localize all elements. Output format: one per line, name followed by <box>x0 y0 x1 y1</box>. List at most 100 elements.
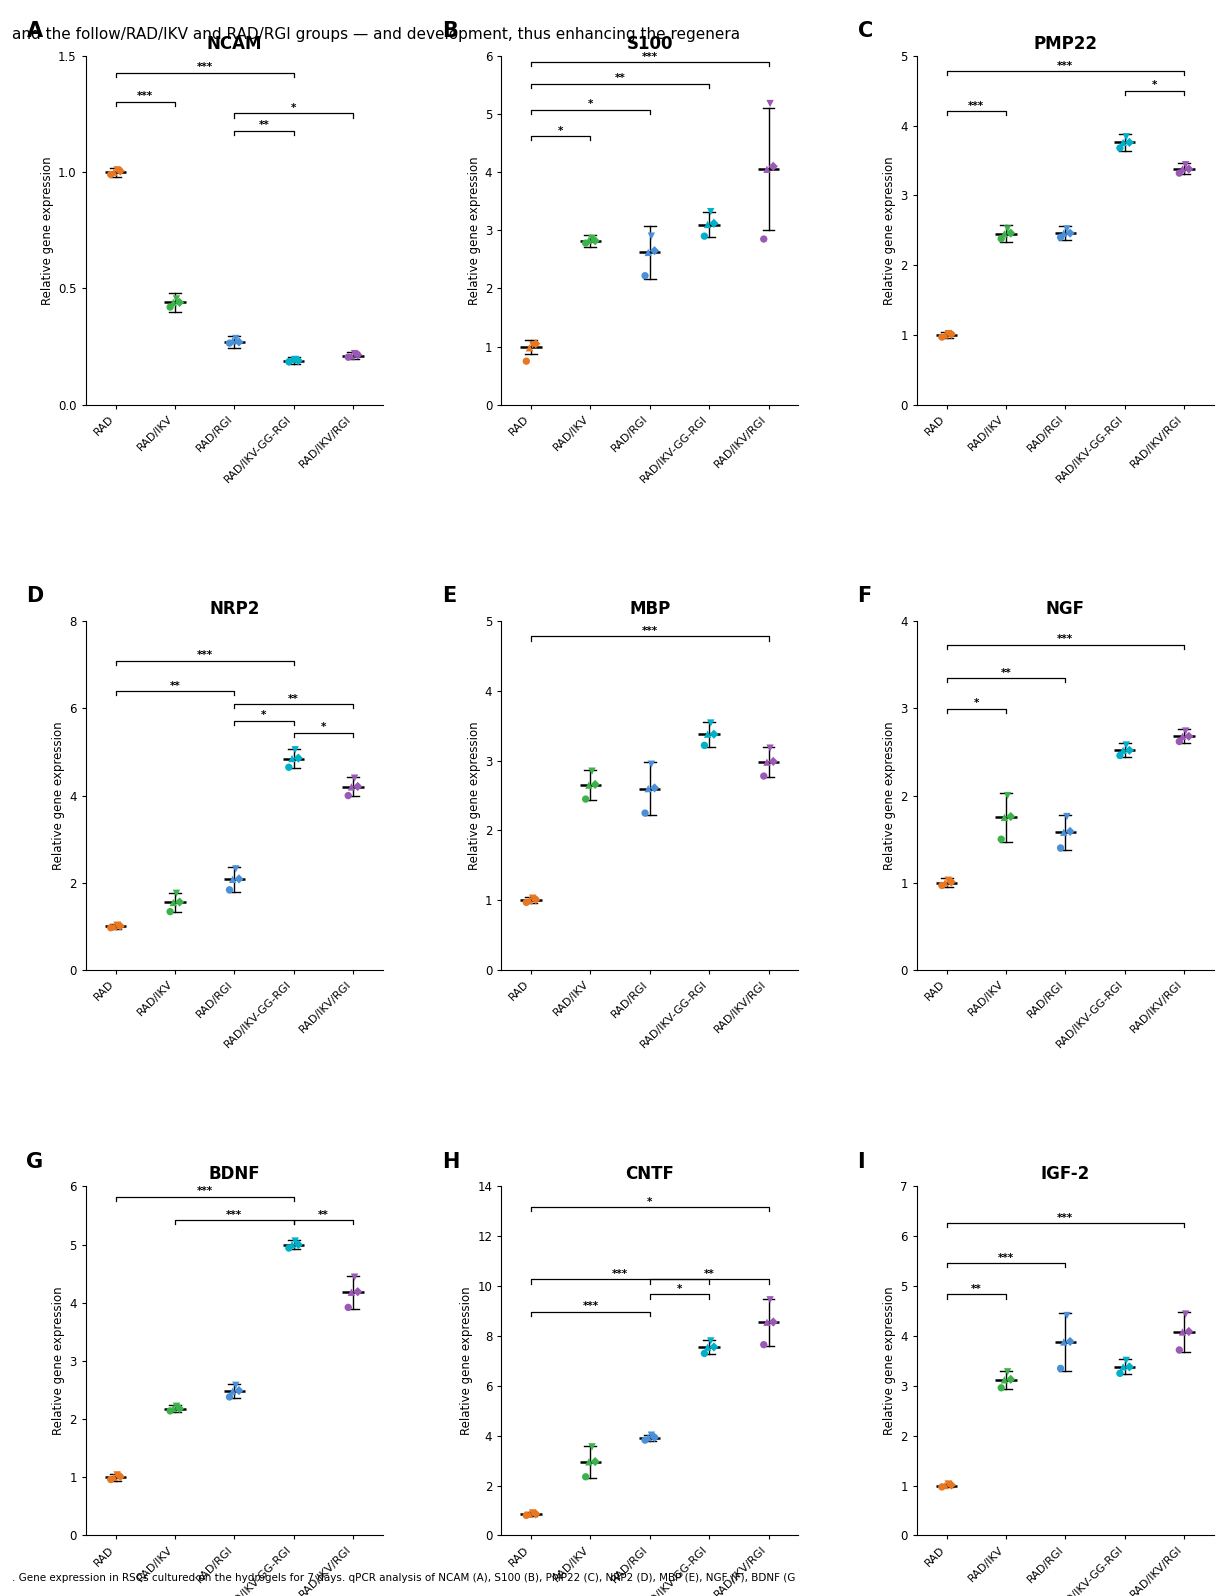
Point <box>345 1264 364 1290</box>
Point <box>695 1341 715 1366</box>
Point <box>101 161 120 187</box>
Point <box>1110 742 1129 768</box>
Point <box>1170 729 1189 755</box>
Text: I: I <box>857 1152 866 1171</box>
Point <box>526 1502 546 1527</box>
Point <box>1179 1318 1199 1344</box>
Point <box>698 1334 717 1360</box>
Text: **: ** <box>704 1269 715 1278</box>
Point <box>1110 136 1129 161</box>
Text: ***: *** <box>226 1210 243 1219</box>
Point <box>994 222 1014 247</box>
Text: ***: *** <box>137 91 153 101</box>
Title: S100: S100 <box>626 35 673 53</box>
Point <box>1054 220 1074 246</box>
Point <box>342 343 362 369</box>
Point <box>1119 1353 1139 1379</box>
Text: *: * <box>587 99 593 110</box>
Point <box>942 1472 961 1497</box>
Text: *: * <box>291 102 297 113</box>
Point <box>101 915 120 940</box>
Point <box>1060 220 1080 246</box>
Point <box>1119 737 1139 763</box>
Text: *: * <box>261 710 266 720</box>
Point <box>576 787 596 812</box>
Y-axis label: Relative gene expression: Relative gene expression <box>883 1286 896 1435</box>
Point <box>286 737 305 763</box>
Point <box>760 1286 780 1312</box>
Point <box>576 1464 596 1489</box>
Point <box>641 752 661 777</box>
Point <box>635 1427 655 1452</box>
Point <box>108 913 128 938</box>
Point <box>1172 723 1192 749</box>
Point <box>639 1425 658 1451</box>
Point <box>704 1334 723 1360</box>
Point <box>163 290 183 316</box>
Text: **: ** <box>1000 667 1011 678</box>
Point <box>520 887 539 913</box>
Point <box>932 873 951 899</box>
Point <box>582 758 602 784</box>
Point <box>576 230 596 255</box>
Point <box>522 886 542 911</box>
Point <box>938 1472 958 1497</box>
Point <box>698 212 717 238</box>
Text: E: E <box>443 586 456 606</box>
Point <box>229 329 249 354</box>
Point <box>1170 160 1189 185</box>
Text: ***: *** <box>1057 61 1074 70</box>
Point <box>942 321 961 346</box>
Point <box>635 800 655 825</box>
Point <box>758 750 777 776</box>
Title: NCAM: NCAM <box>206 35 262 53</box>
Text: ***: *** <box>998 1253 1014 1262</box>
Title: IGF-2: IGF-2 <box>1041 1165 1090 1184</box>
Point <box>1176 152 1195 177</box>
Point <box>998 784 1018 809</box>
Point <box>161 294 180 319</box>
Point <box>229 867 249 892</box>
Point <box>1179 156 1199 182</box>
Point <box>998 215 1018 241</box>
Point <box>645 1425 664 1451</box>
Point <box>585 1449 604 1475</box>
Point <box>161 899 180 924</box>
Point <box>342 774 362 800</box>
Point <box>1000 220 1020 246</box>
Point <box>764 153 783 179</box>
Point <box>219 1384 239 1409</box>
Point <box>104 160 124 185</box>
Point <box>226 1373 245 1398</box>
Text: *: * <box>647 1197 652 1207</box>
Point <box>1051 835 1070 860</box>
Point <box>1054 1329 1074 1355</box>
Point <box>282 745 302 771</box>
Point <box>1057 1302 1076 1328</box>
Text: G: G <box>27 1152 44 1171</box>
Point <box>994 804 1014 830</box>
Title: NGF: NGF <box>1046 600 1085 618</box>
Point <box>104 913 124 938</box>
Point <box>167 1393 186 1419</box>
Point <box>1051 1355 1070 1381</box>
Point <box>108 1462 128 1487</box>
Point <box>1051 225 1070 251</box>
Title: NRP2: NRP2 <box>210 600 260 618</box>
Text: **: ** <box>614 73 625 83</box>
Y-axis label: Relative gene expression: Relative gene expression <box>883 156 896 305</box>
Text: ***: *** <box>196 1186 212 1197</box>
Point <box>639 239 658 265</box>
Text: . Gene expression in RSCs cultured on the hydrogels for 7 days. qPCR analysis of: . Gene expression in RSCs cultured on th… <box>12 1574 796 1583</box>
Point <box>516 1503 536 1529</box>
Point <box>226 326 245 351</box>
Title: MBP: MBP <box>629 600 671 618</box>
Point <box>1172 156 1192 182</box>
Point <box>760 91 780 117</box>
Point <box>288 348 308 373</box>
Title: CNTF: CNTF <box>625 1165 674 1184</box>
Point <box>1113 737 1133 763</box>
Text: ***: *** <box>196 62 212 72</box>
Point <box>288 745 308 771</box>
Point <box>764 1309 783 1334</box>
